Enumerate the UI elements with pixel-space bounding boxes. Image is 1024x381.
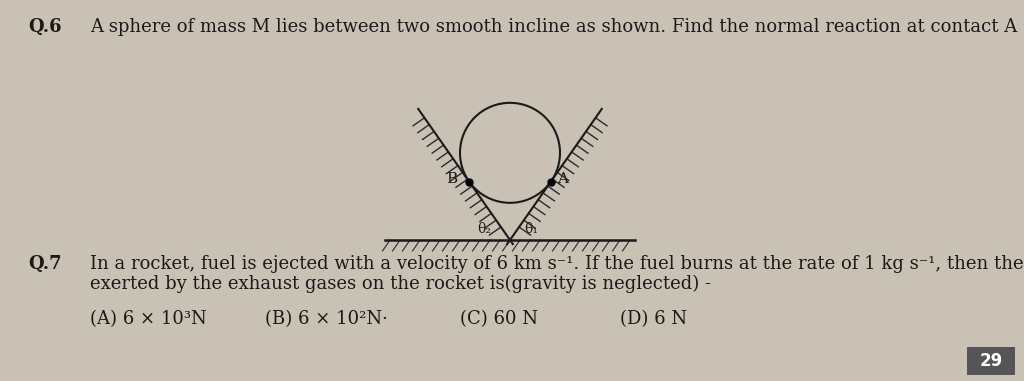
Text: (C) 60 N: (C) 60 N <box>460 310 538 328</box>
Text: θ₂: θ₂ <box>477 222 492 236</box>
Text: θ₁: θ₁ <box>524 222 538 236</box>
Text: A sphere of mass M lies between two smooth incline as shown. Find the normal rea: A sphere of mass M lies between two smoo… <box>90 18 1024 36</box>
Text: (B) 6 × 10²N·: (B) 6 × 10²N· <box>265 310 388 328</box>
Text: 29: 29 <box>979 352 1002 370</box>
Text: B: B <box>446 172 458 186</box>
Text: Q.6: Q.6 <box>28 18 61 36</box>
Text: (D) 6 N: (D) 6 N <box>620 310 687 328</box>
Text: In a rocket, fuel is ejected with a velocity of 6 km s⁻¹. If the fuel burns at t: In a rocket, fuel is ejected with a velo… <box>90 255 1024 273</box>
Text: (A) 6 × 10³N: (A) 6 × 10³N <box>90 310 207 328</box>
Text: A: A <box>557 172 568 186</box>
Text: exerted by the exhaust gases on the rocket is(gravity is neglected) -: exerted by the exhaust gases on the rock… <box>90 275 711 293</box>
FancyBboxPatch shape <box>967 347 1015 375</box>
Text: Q.7: Q.7 <box>28 255 61 273</box>
